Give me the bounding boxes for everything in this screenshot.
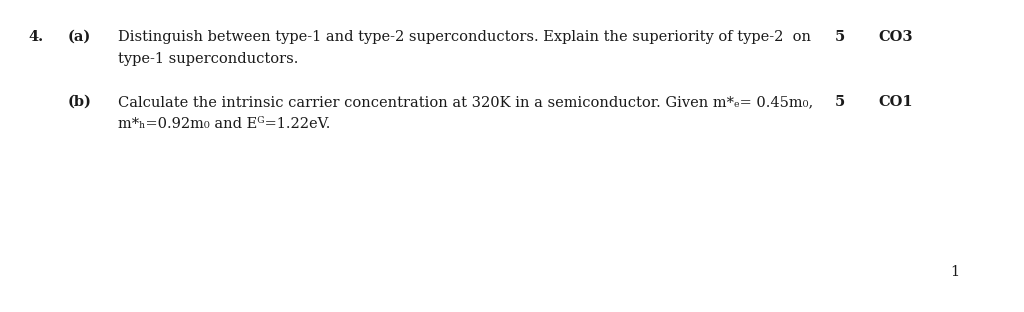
Text: 5: 5: [835, 95, 845, 109]
Text: (b): (b): [68, 95, 92, 109]
Text: type-1 superconductors.: type-1 superconductors.: [118, 52, 298, 66]
Text: CO1: CO1: [878, 95, 912, 109]
Text: m*ₕ=0.92m₀ and Eᴳ=1.22eV.: m*ₕ=0.92m₀ and Eᴳ=1.22eV.: [118, 117, 331, 131]
Text: 4.: 4.: [28, 30, 43, 44]
Text: CO3: CO3: [878, 30, 912, 44]
Text: 1: 1: [950, 265, 959, 279]
Text: (a): (a): [68, 30, 91, 44]
Text: 5: 5: [835, 30, 845, 44]
Text: Distinguish between type-1 and type-2 superconductors. Explain the superiority o: Distinguish between type-1 and type-2 su…: [118, 30, 811, 44]
Text: Calculate the intrinsic carrier concentration at 320K in a semiconductor. Given : Calculate the intrinsic carrier concentr…: [118, 95, 813, 109]
